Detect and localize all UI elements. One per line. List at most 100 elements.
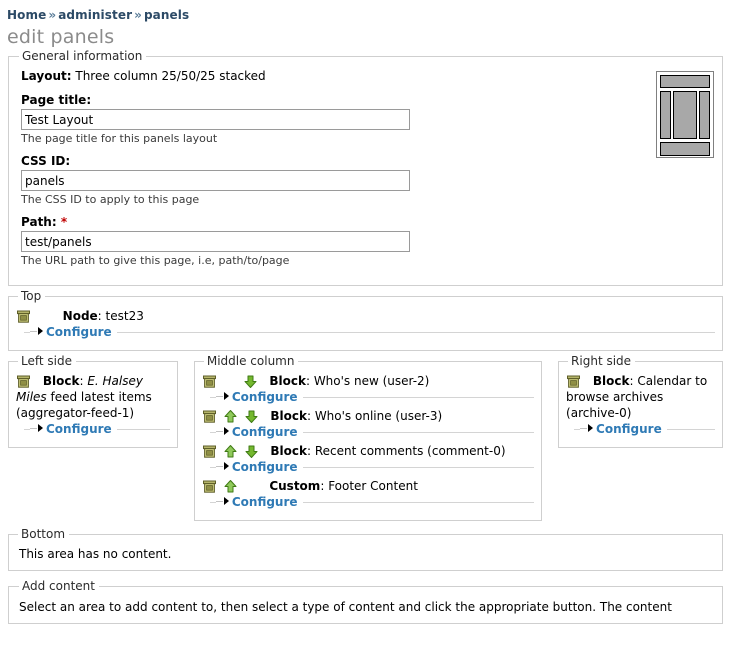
configure-dash: [215, 466, 223, 467]
content-item-colon: :: [305, 374, 310, 388]
configure-fieldset: Configure: [209, 460, 535, 474]
content-item-text: Block: Who's new (user-2): [269, 374, 429, 388]
trash-can-icon[interactable]: [202, 444, 217, 459]
content-item-header: Block: Recent comments (comment-0): [202, 443, 534, 459]
page-title-input[interactable]: [21, 109, 410, 130]
css-id-description: The CSS ID to apply to this page: [21, 193, 200, 206]
regions-columns-row: Left side Block: E. Halsey Miles feed la…: [0, 351, 731, 521]
trash-can-icon[interactable]: [202, 374, 217, 389]
trash-can-icon[interactable]: [202, 409, 217, 424]
breadcrumb-link-administer[interactable]: administer: [58, 8, 133, 22]
content-item-text: Node: test23: [63, 309, 144, 323]
path-label: Path: *: [21, 215, 714, 229]
trash-can-icon[interactable]: [202, 479, 217, 494]
configure-legend: Configure: [215, 425, 303, 439]
page-title: edit panels: [7, 26, 115, 48]
configure-link[interactable]: Configure: [46, 325, 112, 339]
content-item-colon: :: [97, 309, 102, 323]
arrow-down-icon[interactable]: [244, 444, 259, 459]
configure-link[interactable]: Configure: [231, 460, 298, 474]
content-item-text: Block: Who's online (user-3): [270, 409, 442, 423]
path-label-text: Path:: [21, 215, 57, 229]
region-right-fieldset: Right side Block: Calendar to browse arc…: [558, 354, 723, 448]
arrow-up-icon[interactable]: [223, 444, 238, 459]
configure-fieldset: Configure: [24, 325, 715, 339]
configure-fieldset: Configure: [574, 422, 715, 436]
layout-preview-middle-column: [673, 91, 697, 139]
content-item-colon: :: [79, 374, 84, 388]
content-item-title-italic: E. Halsey Miles: [16, 374, 143, 404]
form-item-path: Path: * The URL path to give this page, …: [21, 215, 714, 267]
form-item-css-id: CSS ID: The CSS ID to apply to this page: [21, 154, 714, 206]
content-item-title: Calendar to browse archives (archive-0): [566, 374, 708, 420]
region-bottom-legend: Bottom: [21, 527, 66, 541]
configure-dash: [30, 331, 37, 332]
content-item-header: Block: E. Halsey Miles feed latest items…: [16, 373, 170, 421]
content-item-type: Block: [270, 444, 307, 458]
page-title-label: Page title:: [21, 93, 92, 107]
path-input[interactable]: [21, 231, 410, 252]
configure-link[interactable]: Configure: [231, 390, 298, 404]
layout-summary: Layout: Three column 25/50/25 stacked: [21, 69, 714, 83]
configure-dash: [215, 431, 223, 432]
add-content-description: Select an area to add content to, then s…: [19, 600, 672, 614]
content-item-colon: :: [306, 444, 311, 458]
content-item-header: Block: Who's online (user-3): [202, 408, 534, 424]
arrow-down-icon[interactable]: [244, 409, 259, 424]
content-item-text: Block: Calendar to browse archives (arch…: [566, 374, 707, 420]
triangle-right-icon: [223, 427, 229, 435]
content-item-type: Custom: [269, 479, 321, 493]
list-item: Block: Who's new (user-2) Configure: [202, 373, 535, 404]
region-top-items: Node: test23 Configure: [16, 308, 715, 339]
region-left-legend: Left side: [21, 354, 72, 368]
configure-dash: [215, 396, 223, 397]
page-title-description: The page title for this panels layout: [21, 132, 218, 145]
form-item-page-title: Page title: The page title for this pane…: [21, 93, 714, 145]
css-id-input[interactable]: [21, 170, 410, 191]
region-middle-legend: Middle column: [206, 354, 295, 368]
breadcrumb-separator: »: [134, 8, 142, 22]
content-item-title: feed latest items (aggregator-feed-1): [16, 390, 152, 420]
layout-preview-right-column: [699, 91, 710, 139]
breadcrumb-link-home[interactable]: Home: [7, 8, 47, 22]
content-item-title: Recent comments (comment-0): [314, 444, 506, 458]
layout-preview-columns: [660, 91, 710, 139]
arrow-up-icon[interactable]: [223, 479, 238, 494]
region-bottom-empty-text: This area has no content.: [19, 547, 172, 561]
trash-can-icon[interactable]: [16, 374, 31, 389]
breadcrumb-separator: »: [48, 8, 57, 22]
list-item: Block: Calendar to browse archives (arch…: [566, 373, 715, 436]
configure-fieldset: Configure: [24, 422, 170, 436]
trash-can-icon[interactable]: [16, 309, 31, 324]
configure-legend: Configure: [215, 390, 303, 404]
list-item: Custom: Footer Content Configure: [202, 478, 535, 509]
arrow-down-icon[interactable]: [243, 374, 258, 389]
configure-link[interactable]: Configure: [596, 422, 662, 436]
configure-link[interactable]: Configure: [231, 495, 298, 509]
configure-link[interactable]: Configure: [46, 422, 112, 436]
content-item-type: Block: [269, 374, 306, 388]
content-item-header: Node: test23: [16, 308, 715, 324]
content-item-header: Block: Calendar to browse archives (arch…: [566, 373, 715, 421]
breadcrumb-link-panels[interactable]: panels: [143, 8, 190, 22]
arrow-up-icon[interactable]: [223, 409, 238, 424]
configure-link[interactable]: Configure: [231, 425, 298, 439]
region-left-fieldset: Left side Block: E. Halsey Miles feed la…: [8, 354, 178, 448]
configure-legend: Configure: [215, 460, 303, 474]
configure-legend: Configure: [30, 325, 117, 339]
triangle-right-icon: [38, 327, 43, 335]
content-item-colon: :: [320, 479, 325, 493]
content-item-colon: :: [306, 409, 311, 423]
layout-label: Layout:: [21, 69, 72, 83]
content-item-colon: :: [629, 374, 634, 388]
configure-dash: [580, 428, 588, 429]
configure-dash: [215, 501, 223, 502]
content-item-type: Block: [42, 374, 80, 388]
trash-can-icon[interactable]: [566, 374, 581, 389]
list-item: Block: Recent comments (comment-0) Confi…: [202, 443, 535, 474]
content-item-type: Node: [62, 309, 98, 323]
content-item-title: Who's new (user-2): [313, 374, 430, 388]
triangle-right-icon: [223, 497, 229, 505]
layout-preview-left-column: [660, 91, 671, 139]
